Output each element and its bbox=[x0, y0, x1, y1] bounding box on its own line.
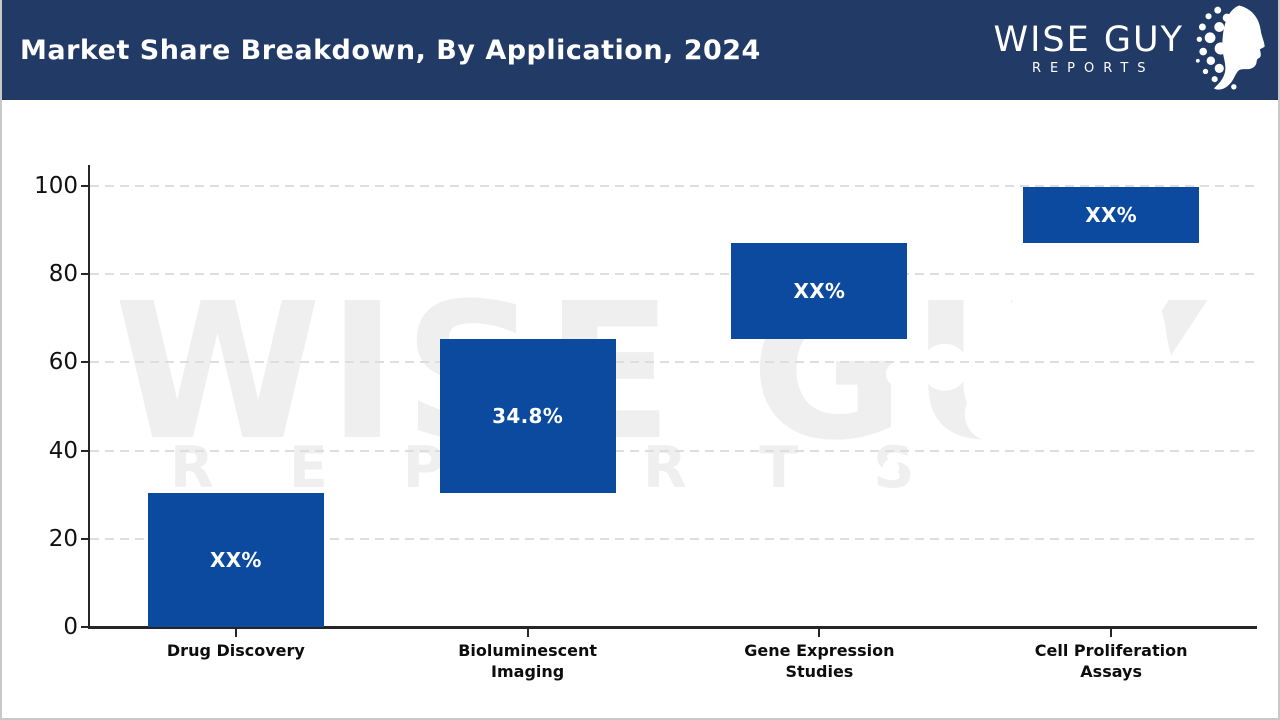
y-tick-label-40: 40 bbox=[48, 437, 78, 464]
bar-drug-discovery: XX% bbox=[147, 492, 324, 627]
x-tick-drug-discovery bbox=[234, 629, 237, 637]
wiseguy-logo: WISE GUY REPORTS bbox=[993, 4, 1272, 96]
bar-value-label: XX% bbox=[793, 279, 846, 304]
category-label-line: Drug Discovery bbox=[166, 641, 305, 660]
bar-value-label: XX% bbox=[1085, 203, 1138, 228]
category-label-line: Bioluminescent bbox=[458, 641, 598, 660]
gridline-80 bbox=[90, 273, 1255, 276]
y-tick-label-100: 100 bbox=[34, 173, 78, 199]
category-label-line: Assays bbox=[1080, 662, 1142, 681]
category-label-line: Cell Proliferation bbox=[1034, 641, 1188, 660]
header: Market Share Breakdown, By Application, … bbox=[2, 0, 1278, 100]
page-title: Market Share Breakdown, By Application, … bbox=[20, 34, 761, 66]
bar-value-label: XX% bbox=[209, 547, 262, 572]
gridline-40 bbox=[90, 449, 1255, 452]
wiseguy-face-icon bbox=[1195, 5, 1265, 90]
y-tick-80 bbox=[81, 273, 90, 276]
y-tick-label-60: 60 bbox=[48, 349, 78, 376]
category-label-bioluminescent-imaging: Bioluminescent Imaging bbox=[398, 640, 658, 682]
gridline-100 bbox=[90, 185, 1255, 187]
bar-cell-proliferation-assays: XX% bbox=[1023, 186, 1200, 244]
bar-gene-expression-studies: XX% bbox=[731, 243, 908, 340]
y-tick-label-0: 0 bbox=[63, 614, 78, 640]
bar-value-label: 34.8% bbox=[492, 404, 564, 429]
x-tick-gene-expression-studies bbox=[818, 629, 821, 637]
y-axis bbox=[88, 164, 90, 629]
category-label-line: Gene Expression bbox=[744, 641, 895, 660]
y-tick-0 bbox=[81, 626, 90, 628]
category-label-drug-discovery: Drug Discovery bbox=[106, 640, 366, 661]
y-tick-100 bbox=[81, 185, 90, 187]
category-label-line: Studies bbox=[785, 662, 854, 681]
logo-primary-text: WISE GUY bbox=[993, 20, 1184, 60]
logo-secondary-text: REPORTS bbox=[1031, 61, 1155, 76]
category-label-line: Imaging bbox=[491, 662, 565, 681]
x-axis bbox=[88, 626, 1257, 629]
y-tick-20 bbox=[81, 537, 90, 540]
category-label-cell-proliferation-assays: Cell Proliferation Assays bbox=[981, 640, 1241, 682]
x-tick-bioluminescent-imaging bbox=[526, 629, 529, 637]
y-tick-label-80: 80 bbox=[48, 261, 78, 288]
y-tick-60 bbox=[81, 361, 90, 364]
y-tick-40 bbox=[81, 449, 90, 452]
y-tick-label-20: 20 bbox=[48, 525, 78, 552]
x-tick-cell-proliferation-assays bbox=[1110, 629, 1113, 637]
bar-bioluminescent-imaging: 34.8% bbox=[439, 339, 616, 493]
category-label-gene-expression-studies: Gene Expression Studies bbox=[689, 640, 949, 682]
gridline-60 bbox=[90, 361, 1255, 364]
gridline-20 bbox=[90, 537, 1255, 540]
wiseguy-logo-text: WISE GUY REPORTS bbox=[993, 22, 1184, 78]
